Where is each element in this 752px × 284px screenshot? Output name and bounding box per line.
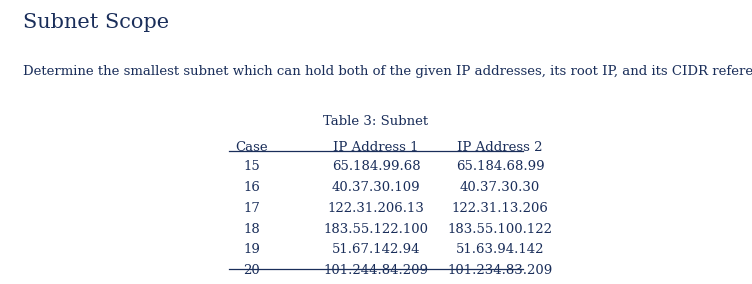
Text: 51.63.94.142: 51.63.94.142 <box>456 243 544 256</box>
Text: IP Address 1: IP Address 1 <box>333 141 419 154</box>
Text: 16: 16 <box>244 181 260 194</box>
Text: 17: 17 <box>244 202 260 215</box>
Text: 65.184.99.68: 65.184.99.68 <box>332 160 420 174</box>
Text: 18: 18 <box>244 223 260 236</box>
Text: 122.31.13.206: 122.31.13.206 <box>452 202 548 215</box>
Text: Determine the smallest subnet which can hold both of the given IP addresses, its: Determine the smallest subnet which can … <box>23 65 752 78</box>
Text: Table 3: Subnet: Table 3: Subnet <box>323 115 429 128</box>
Text: 101.244.84.209: 101.244.84.209 <box>323 264 429 277</box>
Text: 19: 19 <box>244 243 260 256</box>
Text: IP Address 2: IP Address 2 <box>457 141 543 154</box>
Text: 183.55.122.100: 183.55.122.100 <box>323 223 429 236</box>
Text: 122.31.206.13: 122.31.206.13 <box>328 202 424 215</box>
Text: 20: 20 <box>244 264 260 277</box>
Text: 101.234.83.209: 101.234.83.209 <box>447 264 553 277</box>
Text: 51.67.142.94: 51.67.142.94 <box>332 243 420 256</box>
Text: 40.37.30.109: 40.37.30.109 <box>332 181 420 194</box>
Text: Case: Case <box>235 141 268 154</box>
Text: Subnet Scope: Subnet Scope <box>23 13 168 32</box>
Text: 40.37.30.30: 40.37.30.30 <box>460 181 540 194</box>
Text: 65.184.68.99: 65.184.68.99 <box>456 160 544 174</box>
Text: 183.55.100.122: 183.55.100.122 <box>447 223 553 236</box>
Text: 15: 15 <box>244 160 260 174</box>
